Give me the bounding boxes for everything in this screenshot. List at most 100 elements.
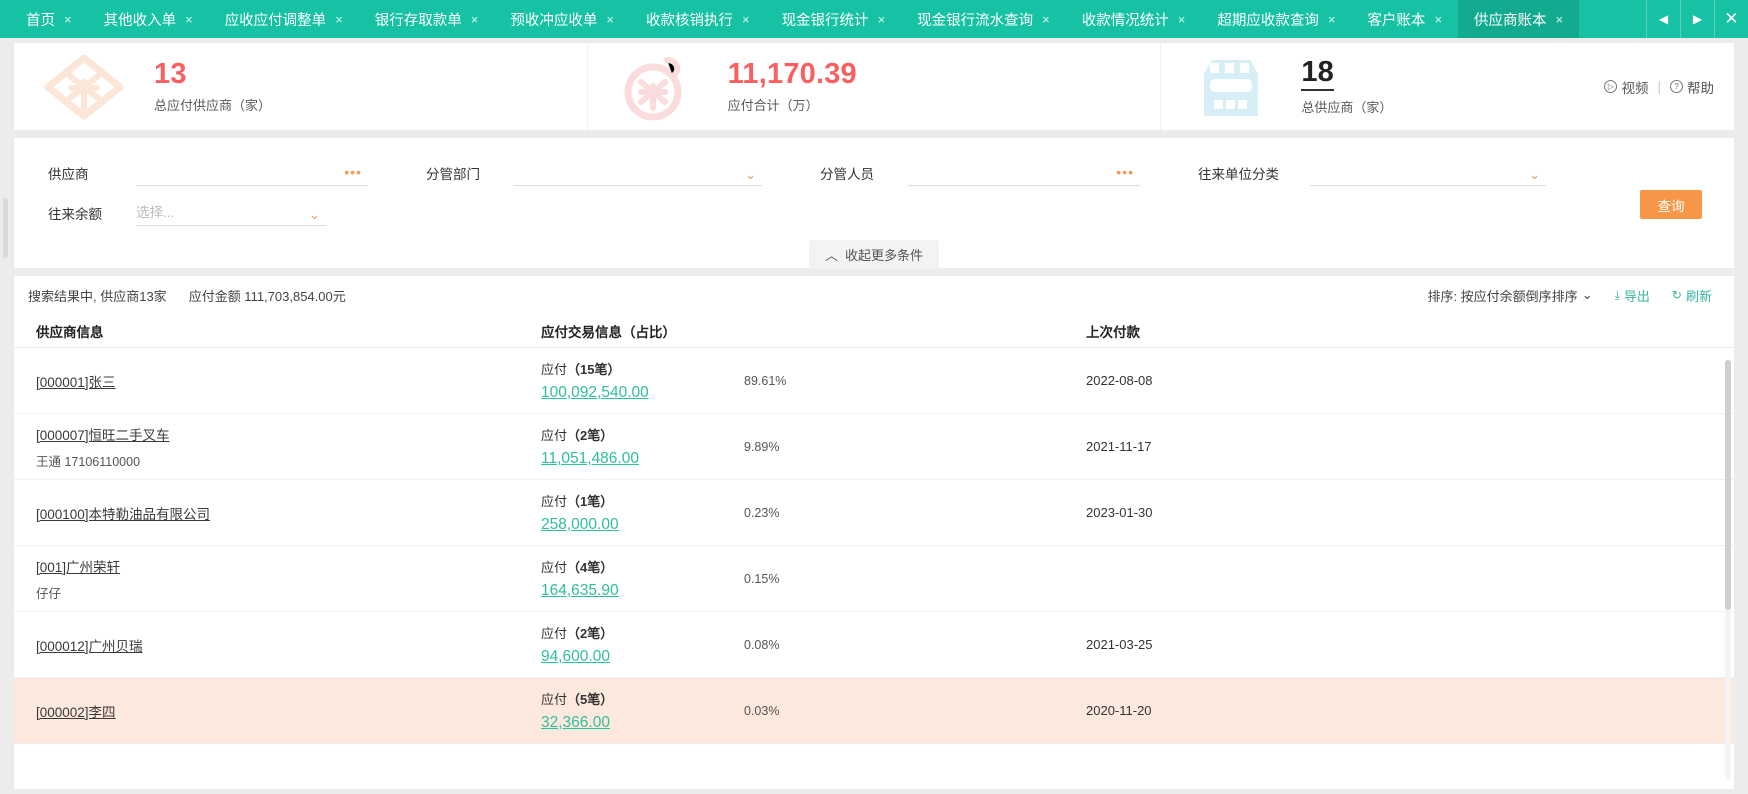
tab-item[interactable]: 客户账本 × — [1351, 0, 1458, 38]
person-picker-icon[interactable]: ••• — [1116, 164, 1134, 180]
filter-category-control[interactable]: ⌄ — [1310, 160, 1546, 186]
payable-amount-link[interactable]: 94,600.00 — [541, 648, 610, 665]
supplier-picker-icon[interactable]: ••• — [344, 164, 362, 180]
table-body: [000001]张三 应付（15笔） 100,092,540.00 89.61% 202… — [14, 348, 1734, 784]
category-input[interactable] — [1310, 160, 1546, 185]
tab-item[interactable]: 收款核销执行 × — [630, 0, 766, 38]
tab-label: 应收应付调整单 — [224, 12, 327, 29]
tab-item[interactable]: 首页 × — [0, 0, 88, 38]
last-payment-date: 2022-08-08 — [1086, 373, 1153, 388]
balance-select-input[interactable] — [136, 200, 326, 225]
refresh-button[interactable]: ↻ 刷新 — [1672, 286, 1712, 305]
payable-group: 应付（1笔） 258,000.00 — [541, 491, 726, 534]
payable-amount-link[interactable]: 32,366.00 — [541, 714, 610, 731]
query-button[interactable]: 查询 — [1640, 190, 1702, 219]
row-lastpay-cell: 2023-01-30 — [1086, 505, 1734, 520]
tab-item[interactable]: 供应商账本 × — [1458, 0, 1580, 38]
tab-item[interactable]: 现金银行流水查询 × — [901, 0, 1066, 38]
column-header-payable: 应付交易信息（占比） — [541, 324, 676, 340]
panel-drag-handle[interactable] — [3, 198, 8, 258]
filter-supplier-control[interactable]: ••• — [136, 160, 368, 186]
supplier-name-link[interactable]: [000001]张三 — [36, 374, 116, 390]
payable-amount-link[interactable]: 11,051,486.00 — [541, 450, 639, 467]
sort-select[interactable]: 排序: 按应付余额倒序排序 ⌄ — [1427, 286, 1592, 305]
table-row[interactable]: [000012]广州贝瑞 应付（2笔） 94,600.00 0.08% 2021-03-… — [14, 612, 1734, 678]
filter-department: 分管部门 ⌄ — [426, 160, 762, 186]
table-row[interactable]: [001]广州荣轩 仔仔 应付（4笔） 164,635.90 0.15% — [14, 546, 1734, 612]
payable-group: 应付（4笔） 164,635.90 — [541, 557, 726, 600]
payable-prefix: 应付 — [541, 362, 568, 377]
supplier-name-link[interactable]: [000007]恒旺二手叉车 — [36, 427, 170, 443]
tab-item[interactable]: 银行存取款单 × — [359, 0, 495, 38]
tab-close-icon[interactable]: × — [1327, 11, 1336, 27]
payable-count: （15笔） — [567, 362, 621, 377]
filter-balance-control[interactable]: ⌄ — [136, 200, 326, 226]
tab-item[interactable]: 超期应收款查询 × — [1201, 0, 1351, 38]
filter-person-control[interactable]: ••• — [908, 160, 1140, 186]
table-row[interactable]: [000007]恒旺二手叉车 王通 17106110000 应付（2笔） 11,051… — [14, 414, 1734, 480]
tab-close-icon[interactable]: × — [1555, 11, 1564, 27]
stat-value: 11,170.39 — [727, 57, 857, 90]
payable-amount-link[interactable]: 100,092,540.00 — [541, 384, 649, 401]
supplier-name-link[interactable]: [000002]李四 — [36, 704, 116, 720]
tab-close-icon[interactable]: × — [741, 11, 750, 27]
stat-label: 总供应商（家） — [1301, 99, 1393, 115]
tab-close-icon[interactable]: × — [877, 11, 886, 27]
tabs-close-all-button[interactable]: ✕ — [1714, 0, 1748, 38]
table-row[interactable]: [000001]张三 应付（15笔） 100,092,540.00 89.61% 202… — [14, 348, 1734, 414]
collapse-conditions-button[interactable]: ︿ 收起更多条件 — [808, 240, 940, 269]
supplier-name-link[interactable]: [000100]本特勒油品有限公司 — [36, 506, 211, 522]
tab-item[interactable]: 其他收入单 × — [88, 0, 209, 38]
payable-label: 应付（5笔） — [541, 689, 726, 708]
column-header-lastpay: 上次付款 — [1086, 324, 1140, 340]
tab-close-icon[interactable]: × — [1177, 11, 1186, 27]
tab-close-icon[interactable]: × — [185, 11, 193, 27]
video-link[interactable]: ▷ 视频 — [1604, 77, 1648, 97]
results-scrollbar[interactable] — [1725, 360, 1731, 780]
row-supplier-cell: [000001]张三 — [36, 371, 541, 391]
chevron-down-icon[interactable]: ⌄ — [309, 207, 320, 222]
tab-close-icon[interactable]: × — [1042, 11, 1050, 27]
tab-close-icon[interactable]: × — [1434, 11, 1443, 27]
tab-bar: 首页 × 其他收入单 × 应收应付调整单 × 银行存取款单 × 预收冲应收单 × 收款核销执行 × 现金… — [0, 0, 1748, 38]
stat-card-total-payable: 11,170.39 应付合计（万） — [586, 43, 1161, 130]
supplier-input[interactable] — [136, 160, 368, 185]
tab-close-icon[interactable]: × — [606, 11, 614, 27]
tab-item[interactable]: 应收应付调整单 × — [209, 0, 359, 38]
payable-percent: 0.23% — [744, 505, 780, 520]
tab-item[interactable]: 预收冲应收单 × — [494, 0, 630, 38]
row-payable-cell: 应付（5笔） 32,366.00 0.03% — [541, 689, 1086, 732]
person-input[interactable] — [908, 160, 1140, 185]
tab-close-icon[interactable]: × — [64, 11, 72, 27]
video-icon: ▷ — [1604, 80, 1618, 93]
help-link[interactable]: ? 帮助 — [1670, 77, 1714, 97]
supplier-name-link[interactable]: [001]广州荣轩 — [36, 559, 121, 575]
tab-label: 收款情况统计 — [1081, 12, 1169, 29]
chevron-down-icon[interactable]: ⌄ — [1529, 167, 1540, 182]
stat-card-payable-suppliers: 13 总应付供应商（家） — [14, 43, 587, 130]
filter-balance-label: 往来余额 — [48, 207, 102, 222]
scrollbar-thumb[interactable] — [1725, 360, 1731, 610]
supplier-contact: 仔仔 — [36, 586, 62, 601]
payable-amount-link[interactable]: 164,635.90 — [541, 582, 619, 599]
result-count-text: 搜索结果中, 供应商13家 — [28, 288, 167, 304]
payable-amount-link[interactable]: 258,000.00 — [541, 516, 619, 533]
chevron-down-icon[interactable]: ⌄ — [745, 167, 756, 182]
tab-item[interactable]: 现金银行统计 × — [766, 0, 902, 38]
tab-close-icon[interactable]: × — [335, 11, 343, 27]
table-row[interactable]: [000002]李四 应付（5笔） 32,366.00 0.03% 2020-11-20 — [14, 678, 1734, 744]
row-supplier-cell: [001]广州荣轩 仔仔 — [36, 556, 541, 602]
tabs-scroll-left-button[interactable]: ◀ — [1646, 0, 1680, 38]
export-button[interactable]: ⤓ 导出 — [1615, 286, 1650, 305]
department-input[interactable] — [514, 160, 762, 185]
tab-close-icon[interactable]: × — [470, 11, 479, 27]
tab-item[interactable]: 收款情况统计 × — [1066, 0, 1202, 38]
payable-diamond-icon — [36, 51, 132, 123]
table-row[interactable]: [000100]本特勒油品有限公司 应付（1笔） 258,000.00 0.23% 20… — [14, 480, 1734, 546]
stat-card-total-suppliers: 18 总供应商（家） — [1160, 43, 1734, 130]
row-payable-cell: 应付（2笔） 11,051,486.00 9.89% — [541, 425, 1086, 468]
filter-department-control[interactable]: ⌄ — [514, 160, 762, 186]
tabs-scroll-right-button[interactable]: ▶ — [1680, 0, 1714, 38]
filter-supplier-label: 供应商 — [48, 167, 89, 182]
supplier-name-link[interactable]: [000012]广州贝瑞 — [36, 638, 143, 654]
